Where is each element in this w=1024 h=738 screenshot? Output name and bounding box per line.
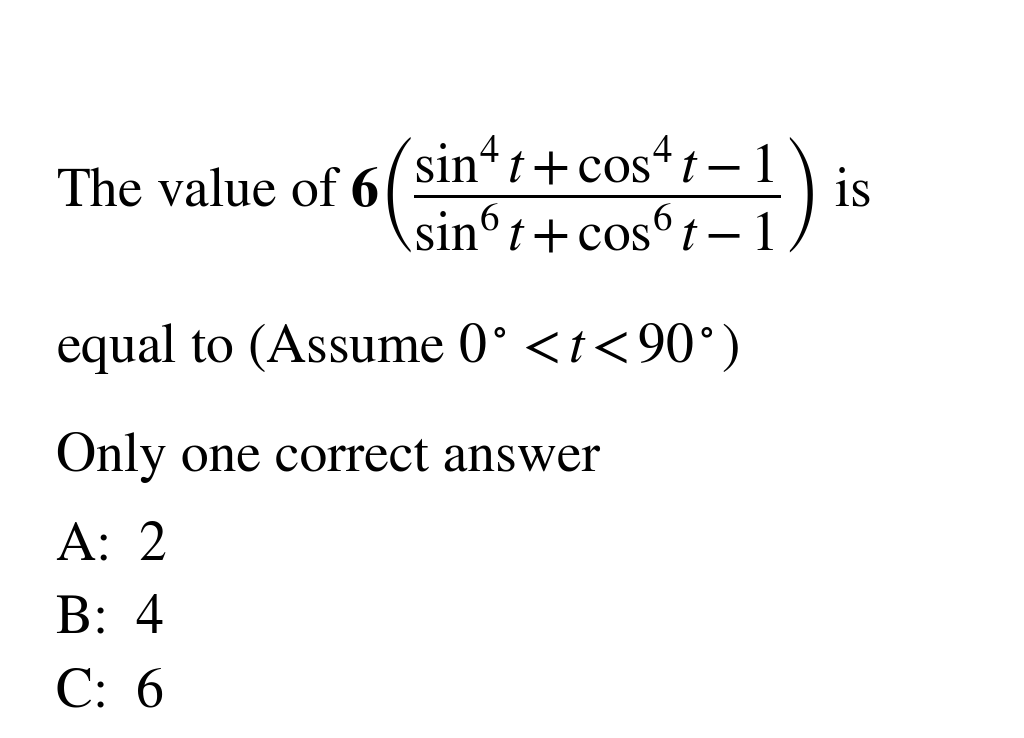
Text: equal to (Assume $0^\circ < t < 90^\circ$): equal to (Assume $0^\circ < t < 90^\circ… bbox=[56, 321, 739, 376]
Text: C:  6: C: 6 bbox=[56, 668, 164, 719]
Text: The value of $\mathbf{6}\left(\dfrac{\sin^4 t+\cos^4 t-1}{\sin^6 t+\cos^6 t-1}\r: The value of $\mathbf{6}\left(\dfrac{\si… bbox=[56, 133, 871, 255]
Text: Only one correct answer: Only one correct answer bbox=[56, 432, 600, 483]
Text: A:  2: A: 2 bbox=[56, 520, 167, 571]
Text: B:  4: B: 4 bbox=[56, 594, 164, 645]
